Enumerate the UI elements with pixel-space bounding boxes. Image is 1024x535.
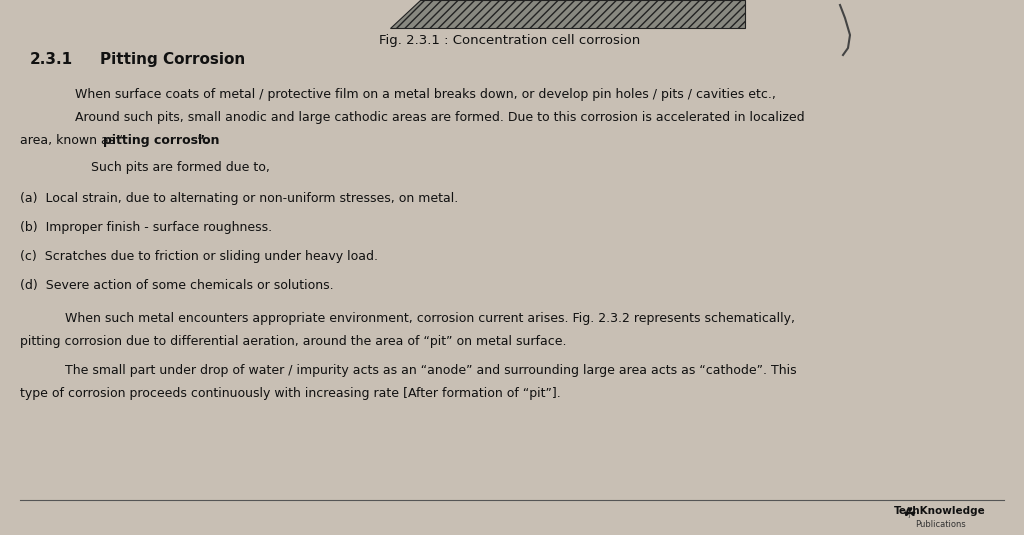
Text: 2.3.1: 2.3.1 <box>30 52 73 67</box>
Text: (b)  Improper finish - surface roughness.: (b) Improper finish - surface roughness. <box>20 221 272 234</box>
Text: ☘: ☘ <box>903 506 916 521</box>
Text: Around such pits, small anodic and large cathodic areas are formed. Due to this : Around such pits, small anodic and large… <box>75 111 805 124</box>
Text: pitting corrosion due to differential aeration, around the area of “pit” on meta: pitting corrosion due to differential ae… <box>20 335 566 348</box>
Text: type of corrosion proceeds continuously with increasing rate [After formation of: type of corrosion proceeds continuously … <box>20 387 561 400</box>
Text: pitting corrosion: pitting corrosion <box>102 134 219 147</box>
Text: area, known as “: area, known as “ <box>20 134 126 147</box>
Text: Pitting Corrosion: Pitting Corrosion <box>100 52 246 67</box>
Text: When such metal encounters appropriate environment, corrosion current arises. Fi: When such metal encounters appropriate e… <box>45 312 795 325</box>
Text: The small part under drop of water / impurity acts as an “anode” and surrounding: The small part under drop of water / imp… <box>45 364 797 377</box>
Text: When surface coats of metal / protective film on a metal breaks down, or develop: When surface coats of metal / protective… <box>75 88 776 101</box>
Text: Publications: Publications <box>914 520 966 529</box>
Text: Fig. 2.3.1 : Concentration cell corrosion: Fig. 2.3.1 : Concentration cell corrosio… <box>379 34 641 47</box>
Text: (a)  Local strain, due to alternating or non-uniform stresses, on metal.: (a) Local strain, due to alternating or … <box>20 192 459 205</box>
Text: Such pits are formed due to,: Such pits are formed due to, <box>75 161 270 174</box>
Text: (c)  Scratches due to friction or sliding under heavy load.: (c) Scratches due to friction or sliding… <box>20 250 378 263</box>
Text: ”.: ”. <box>197 134 209 147</box>
Text: TechKnowledge: TechKnowledge <box>894 506 986 516</box>
Text: (d)  Severe action of some chemicals or solutions.: (d) Severe action of some chemicals or s… <box>20 279 334 292</box>
Polygon shape <box>390 0 745 28</box>
